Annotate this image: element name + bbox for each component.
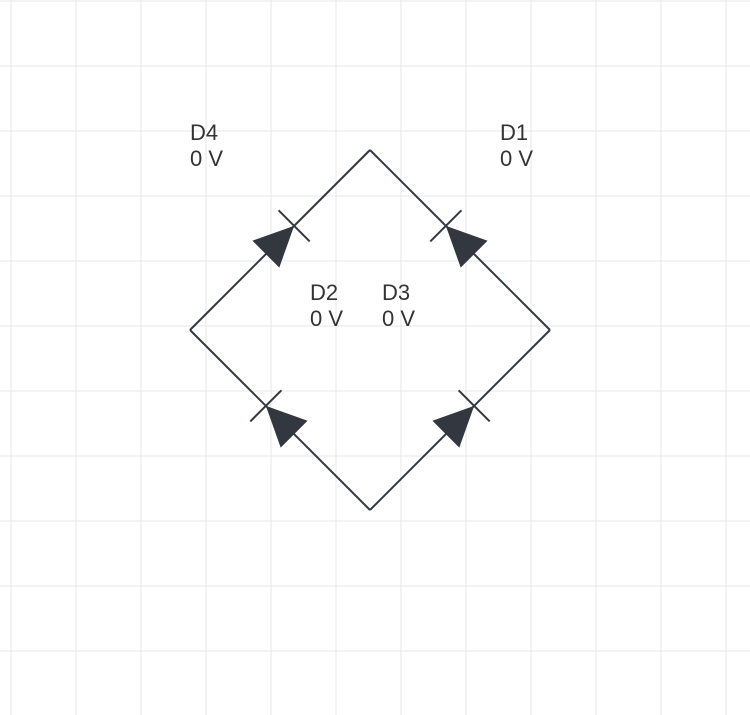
label-d3-name: D3 xyxy=(382,280,410,305)
grid xyxy=(0,0,750,715)
labels: D40 VD10 VD20 VD30 V xyxy=(190,120,533,331)
label-d2-value: 0 V xyxy=(310,306,343,331)
label-d3-value: 0 V xyxy=(382,306,415,331)
label-d4-name: D4 xyxy=(190,120,218,145)
label-d2-name: D2 xyxy=(310,280,338,305)
components xyxy=(250,210,489,447)
schematic-canvas: D40 VD10 VD20 VD30 V xyxy=(0,0,750,715)
label-d1-value: 0 V xyxy=(500,146,533,171)
label-d4-value: 0 V xyxy=(190,146,223,171)
label-d1-name: D1 xyxy=(500,120,528,145)
